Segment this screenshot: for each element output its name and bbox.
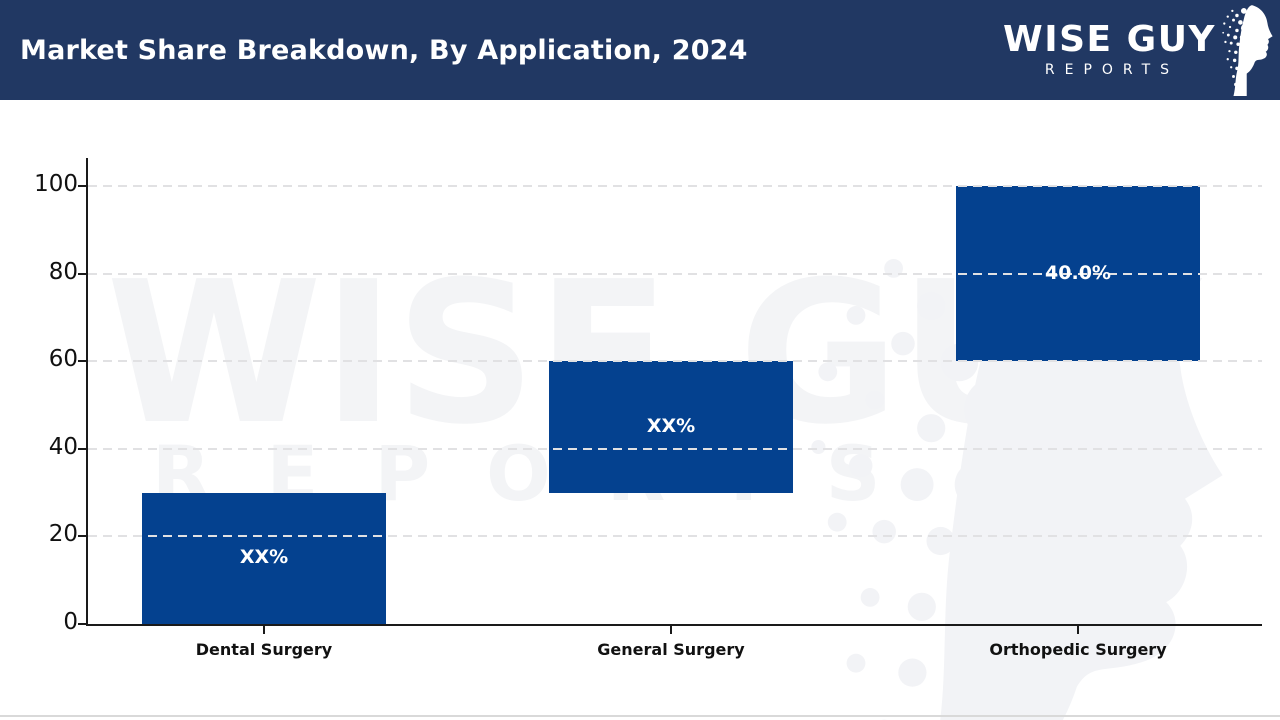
header-bar: Market Share Breakdown, By Application, …	[0, 0, 1280, 100]
y-tick-label: 80	[48, 258, 78, 285]
page-title: Market Share Breakdown, By Application, …	[20, 34, 748, 66]
bar-value-label: XX%	[646, 414, 696, 437]
y-tick-mark	[78, 623, 88, 625]
y-tick-label: 40	[48, 433, 78, 460]
x-tick-mark	[1077, 626, 1079, 634]
y-tick-mark	[78, 447, 88, 450]
gridline	[88, 447, 1262, 450]
bar-value-label: 40.0%	[1045, 261, 1111, 284]
y-tick-label: 100	[34, 171, 78, 197]
x-axis	[86, 624, 1262, 626]
bottom-divider	[0, 715, 1280, 717]
wiseguy-logo: WISE GUY REPORTS	[1003, 4, 1274, 96]
category-label: Dental Surgery	[195, 640, 333, 659]
y-tick-mark	[78, 272, 88, 275]
logo-wordmark: WISE GUY	[1002, 19, 1216, 60]
y-tick-mark	[78, 360, 88, 363]
gridline	[88, 185, 1262, 187]
wiseguy-head-icon	[1216, 4, 1274, 96]
gridline	[88, 360, 1262, 363]
chart: WISE GUY REPORTS 0 20 40 60 80 100 XX% Dental S…	[0, 100, 1280, 714]
x-tick-mark	[263, 626, 265, 634]
y-tick-label: 60	[48, 346, 78, 373]
x-tick-mark	[670, 626, 672, 634]
y-tick-mark	[78, 535, 88, 538]
y-tick-label: 0	[63, 609, 78, 635]
y-axis	[86, 158, 88, 626]
y-tick-label: 20	[48, 521, 78, 548]
bar	[142, 492, 386, 624]
category-label: Orthopedic Surgery	[989, 640, 1167, 659]
bar-value-label: XX%	[239, 546, 289, 569]
logo-wordmark-block: WISE GUY REPORTS	[1003, 21, 1216, 78]
gridline	[88, 535, 1262, 538]
gridline	[88, 272, 1262, 275]
y-tick-mark	[78, 185, 88, 187]
logo-subtext: REPORTS	[1044, 61, 1180, 78]
category-label: General Surgery	[597, 640, 745, 659]
bar	[549, 361, 793, 493]
